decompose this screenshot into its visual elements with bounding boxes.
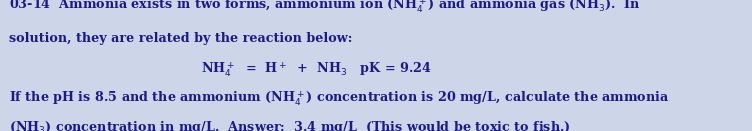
Text: (NH$_3$) concentration in mg/L.  Answer:  3.4 mg/L  (This would be toxic to fish: (NH$_3$) concentration in mg/L. Answer: … [9, 119, 571, 131]
Text: If the pH is 8.5 and the ammonium (NH$_4^+$) concentration is 20 mg/L, calculate: If the pH is 8.5 and the ammonium (NH$_4… [9, 89, 669, 108]
Text: 03-14  Ammonia exists in two forms, ammonium ion (NH$_4^+$) and ammonia gas (NH$: 03-14 Ammonia exists in two forms, ammon… [9, 0, 641, 15]
Text: NH$_4^+$  =  H$^+$  +  NH$_3$   pK = 9.24: NH$_4^+$ = H$^+$ + NH$_3$ pK = 9.24 [201, 61, 431, 79]
Text: solution, they are related by the reaction below:: solution, they are related by the reacti… [9, 32, 353, 45]
